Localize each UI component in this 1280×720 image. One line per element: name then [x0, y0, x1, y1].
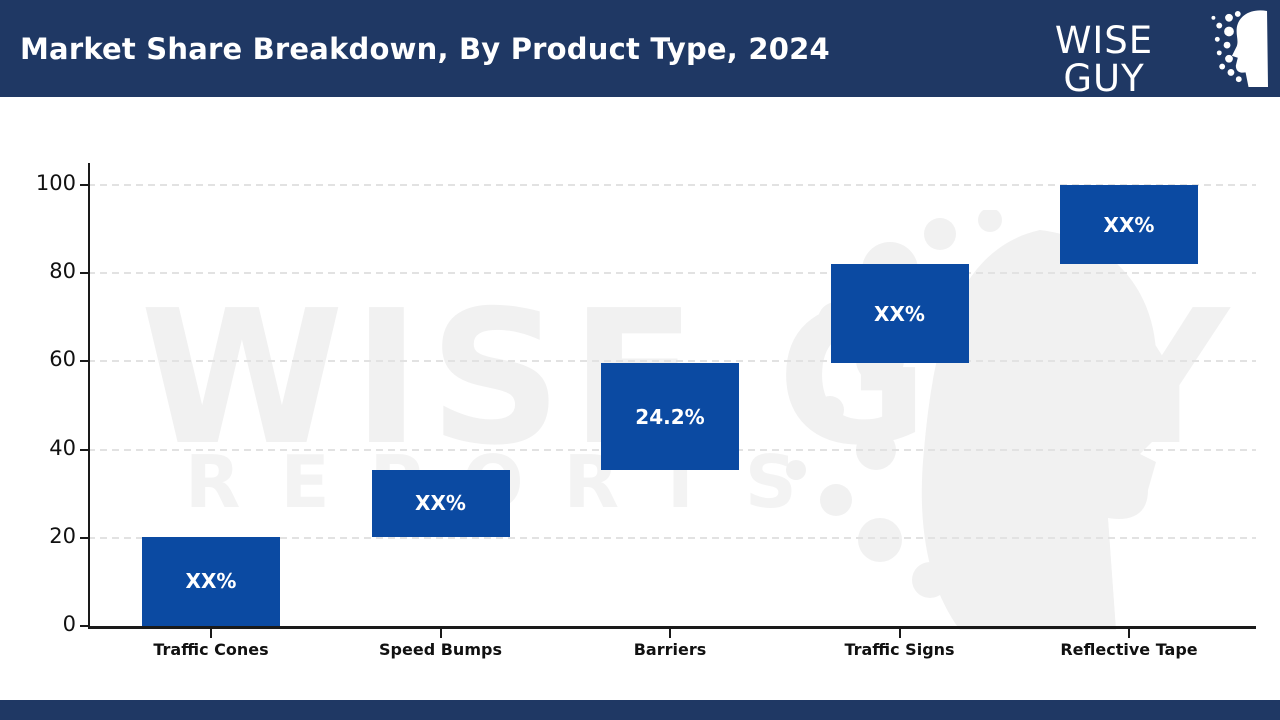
x-tick: [669, 629, 671, 638]
bar-label: XX%: [1103, 212, 1155, 237]
watermark-face-icon: [786, 210, 1164, 630]
y-tick-label: 80: [49, 259, 76, 284]
wiseguy-face-icon: [1211, 10, 1268, 88]
y-axis: [88, 163, 90, 629]
x-tick-label: Reflective Tape: [1060, 640, 1198, 659]
x-tick-label: Traffic Cones: [153, 640, 269, 659]
gridline: [88, 360, 1256, 363]
bar-label: 24.2%: [635, 404, 705, 429]
x-tick: [1128, 629, 1130, 638]
wiseguy-logo: WISE GUY REPORTS: [1018, 8, 1268, 115]
y-tick: [80, 184, 88, 186]
gridline: [88, 536, 1256, 539]
bar-label: XX%: [185, 569, 237, 594]
y-tick-label: 60: [49, 347, 76, 372]
bar-label: XX%: [415, 491, 466, 516]
y-tick: [80, 448, 88, 451]
gridline: [88, 184, 1256, 186]
x-axis: [88, 626, 1256, 629]
y-tick-label: 40: [49, 435, 76, 460]
wiseguy-logo-text: WISE GUY REPORTS: [1018, 19, 1190, 116]
y-tick: [80, 272, 88, 275]
x-tick: [439, 629, 442, 638]
y-tick-label: 0: [62, 612, 76, 636]
y-tick: [80, 360, 88, 363]
page-title: Market Share Breakdown, By Product Type,…: [20, 31, 830, 66]
x-tick-label: Traffic Signs: [844, 640, 955, 659]
bar: 24.2%: [601, 363, 739, 470]
y-tick-label: 20: [49, 523, 76, 548]
footer-band: [0, 700, 1280, 720]
logo-subtitle: REPORTS: [1049, 100, 1165, 115]
bar: XX%: [830, 264, 969, 364]
y-tick: [80, 625, 88, 627]
x-tick-label: Barriers: [633, 640, 707, 659]
x-tick-label: Speed Bumps: [379, 640, 502, 659]
bar: XX%: [1060, 185, 1198, 265]
x-tick: [898, 629, 901, 638]
bar: XX%: [371, 469, 510, 537]
watermark-subtitle: REPORTS: [185, 440, 837, 524]
y-tick-label: 100: [35, 171, 76, 195]
bar: XX%: [142, 536, 280, 626]
bar-label: XX%: [874, 301, 925, 326]
header-band: Market Share Breakdown, By Product Type,…: [0, 0, 1280, 115]
logo-wordmark: WISE GUY: [1054, 19, 1154, 100]
x-tick: [210, 629, 212, 638]
gridline: [88, 272, 1256, 275]
y-tick: [80, 536, 88, 539]
